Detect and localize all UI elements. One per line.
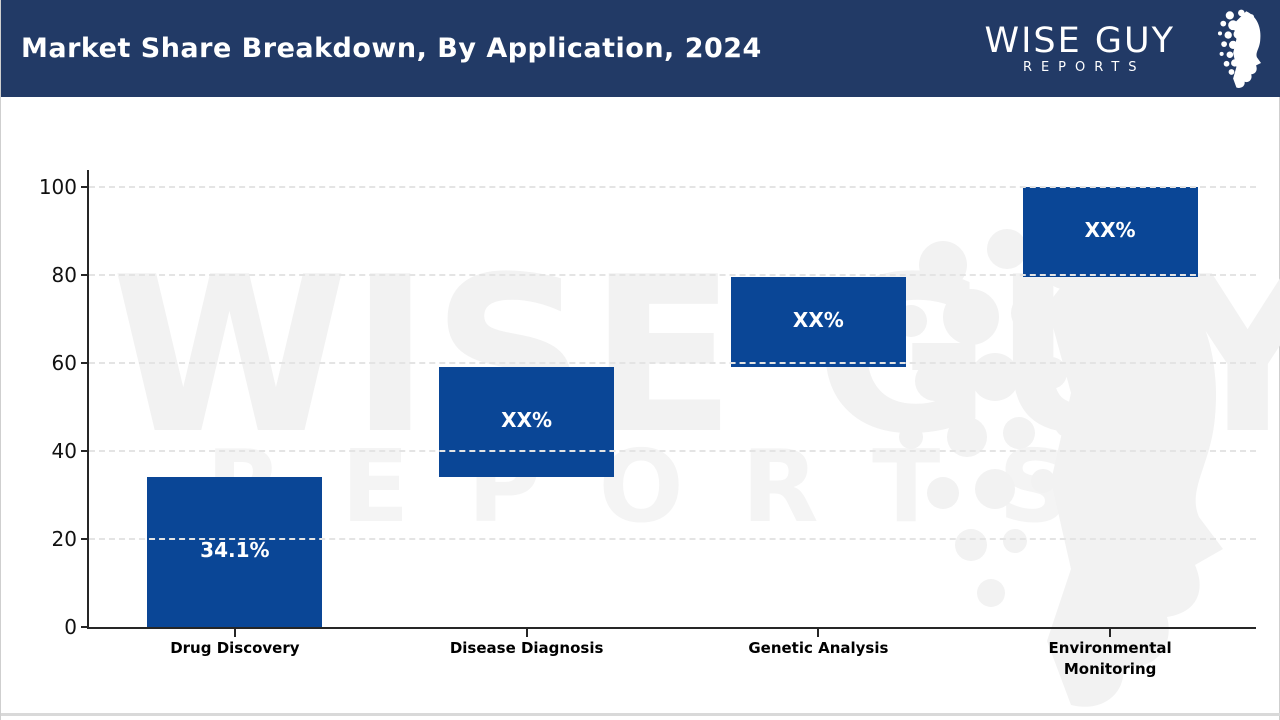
bar-value-label: XX%	[501, 408, 553, 433]
x-axis-category-label: Environmental Monitoring	[1048, 639, 1172, 678]
bar-value-label: XX%	[1084, 218, 1136, 243]
x-axis-category-label: Genetic Analysis	[748, 639, 889, 657]
y-axis-tick-label: 40	[51, 439, 77, 463]
y-axis-tick	[81, 362, 89, 364]
x-axis-tick	[525, 629, 528, 637]
y-axis-tick	[81, 450, 89, 452]
y-axis-tick-label: 80	[51, 263, 77, 287]
gridline	[89, 274, 1256, 276]
y-axis-line	[87, 170, 89, 629]
page-title: Market Share Breakdown, By Application, …	[21, 33, 762, 64]
y-axis-tick	[81, 274, 89, 276]
y-axis-tick-label: 100	[38, 175, 77, 199]
y-axis-tick	[81, 186, 89, 188]
gridline	[89, 186, 1256, 188]
x-axis-tick	[233, 629, 236, 637]
bar-segment	[1022, 187, 1198, 278]
bar-segment	[439, 367, 615, 477]
bar-value-label: 34.1%	[200, 537, 270, 562]
wiseguy-face-icon	[1217, 9, 1261, 88]
bar-segment	[730, 277, 906, 368]
bar-segment	[147, 476, 323, 627]
y-axis-tick-label: 20	[51, 527, 77, 551]
wiseguy-logo-line2: REPORTS	[1022, 60, 1146, 75]
x-axis-category-label: Drug Discovery	[170, 639, 300, 657]
header-band: Market Share Breakdown, By Application, …	[1, 0, 1280, 97]
gridline	[89, 362, 1256, 364]
watermark-subtitle: REPORTS	[206, 428, 1129, 545]
x-axis-tick	[1109, 629, 1112, 637]
x-axis-line	[87, 627, 1256, 629]
x-axis-category-label: Disease Diagnosis	[449, 639, 604, 657]
bottom-border	[1, 713, 1280, 716]
bar-value-label: XX%	[792, 308, 844, 333]
y-axis-tick	[81, 626, 89, 628]
y-axis-tick-label: 0	[64, 615, 77, 639]
y-axis-tick	[81, 538, 89, 540]
watermark-face-icon	[895, 229, 1223, 707]
wiseguy-logo-text: WISE GUY REPORTS	[984, 22, 1175, 76]
wiseguy-logo-line1: WISE GUY	[984, 21, 1175, 61]
y-axis-tick-label: 60	[51, 351, 77, 375]
gridline	[89, 450, 1256, 452]
x-axis-tick	[817, 629, 820, 637]
wiseguy-logo: WISE GUY REPORTS	[984, 8, 1263, 90]
gridline	[89, 538, 1256, 540]
